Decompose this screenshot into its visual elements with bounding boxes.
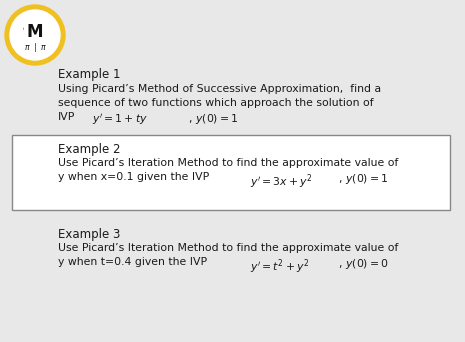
Text: $y' = t^2 + y^2$: $y' = t^2 + y^2$ [250, 257, 309, 276]
Text: $,\,y(0) = 1$: $,\,y(0) = 1$ [188, 112, 239, 126]
Text: Use Picard’s Iteration Method to find the approximate value of: Use Picard’s Iteration Method to find th… [58, 243, 399, 253]
Text: Example 3: Example 3 [58, 228, 120, 241]
Text: π: π [25, 42, 29, 52]
Text: y when x=0.1 given the IVP: y when x=0.1 given the IVP [58, 172, 209, 182]
Text: $,\,y(0) = 0$: $,\,y(0) = 0$ [338, 257, 389, 271]
Text: M: M [27, 23, 43, 41]
Text: IVP: IVP [58, 112, 75, 122]
Text: Use Picard’s Iteration Method to find the approximate value of: Use Picard’s Iteration Method to find th… [58, 158, 399, 168]
Text: |: | [33, 42, 36, 52]
Bar [12, 135, 450, 210]
Text: sequence of two functions which approach the solution of: sequence of two functions which approach… [58, 98, 373, 108]
Text: $,\,y(0) = 1$: $,\,y(0) = 1$ [338, 172, 388, 186]
Circle shape [5, 5, 65, 65]
Text: y when t=0.4 given the IVP: y when t=0.4 given the IVP [58, 257, 207, 267]
Text: Example 1: Example 1 [58, 68, 120, 81]
Text: ⁱ: ⁱ [22, 28, 24, 34]
Text: $y' = 1 + ty$: $y' = 1 + ty$ [92, 112, 148, 127]
Text: $y' = 3x + y^2$: $y' = 3x + y^2$ [250, 172, 312, 190]
Text: π: π [41, 42, 45, 52]
Circle shape [10, 10, 60, 60]
Text: Example 2: Example 2 [58, 143, 120, 156]
Text: Using Picard’s Method of Successive Approximation,  find a: Using Picard’s Method of Successive Appr… [58, 84, 381, 94]
